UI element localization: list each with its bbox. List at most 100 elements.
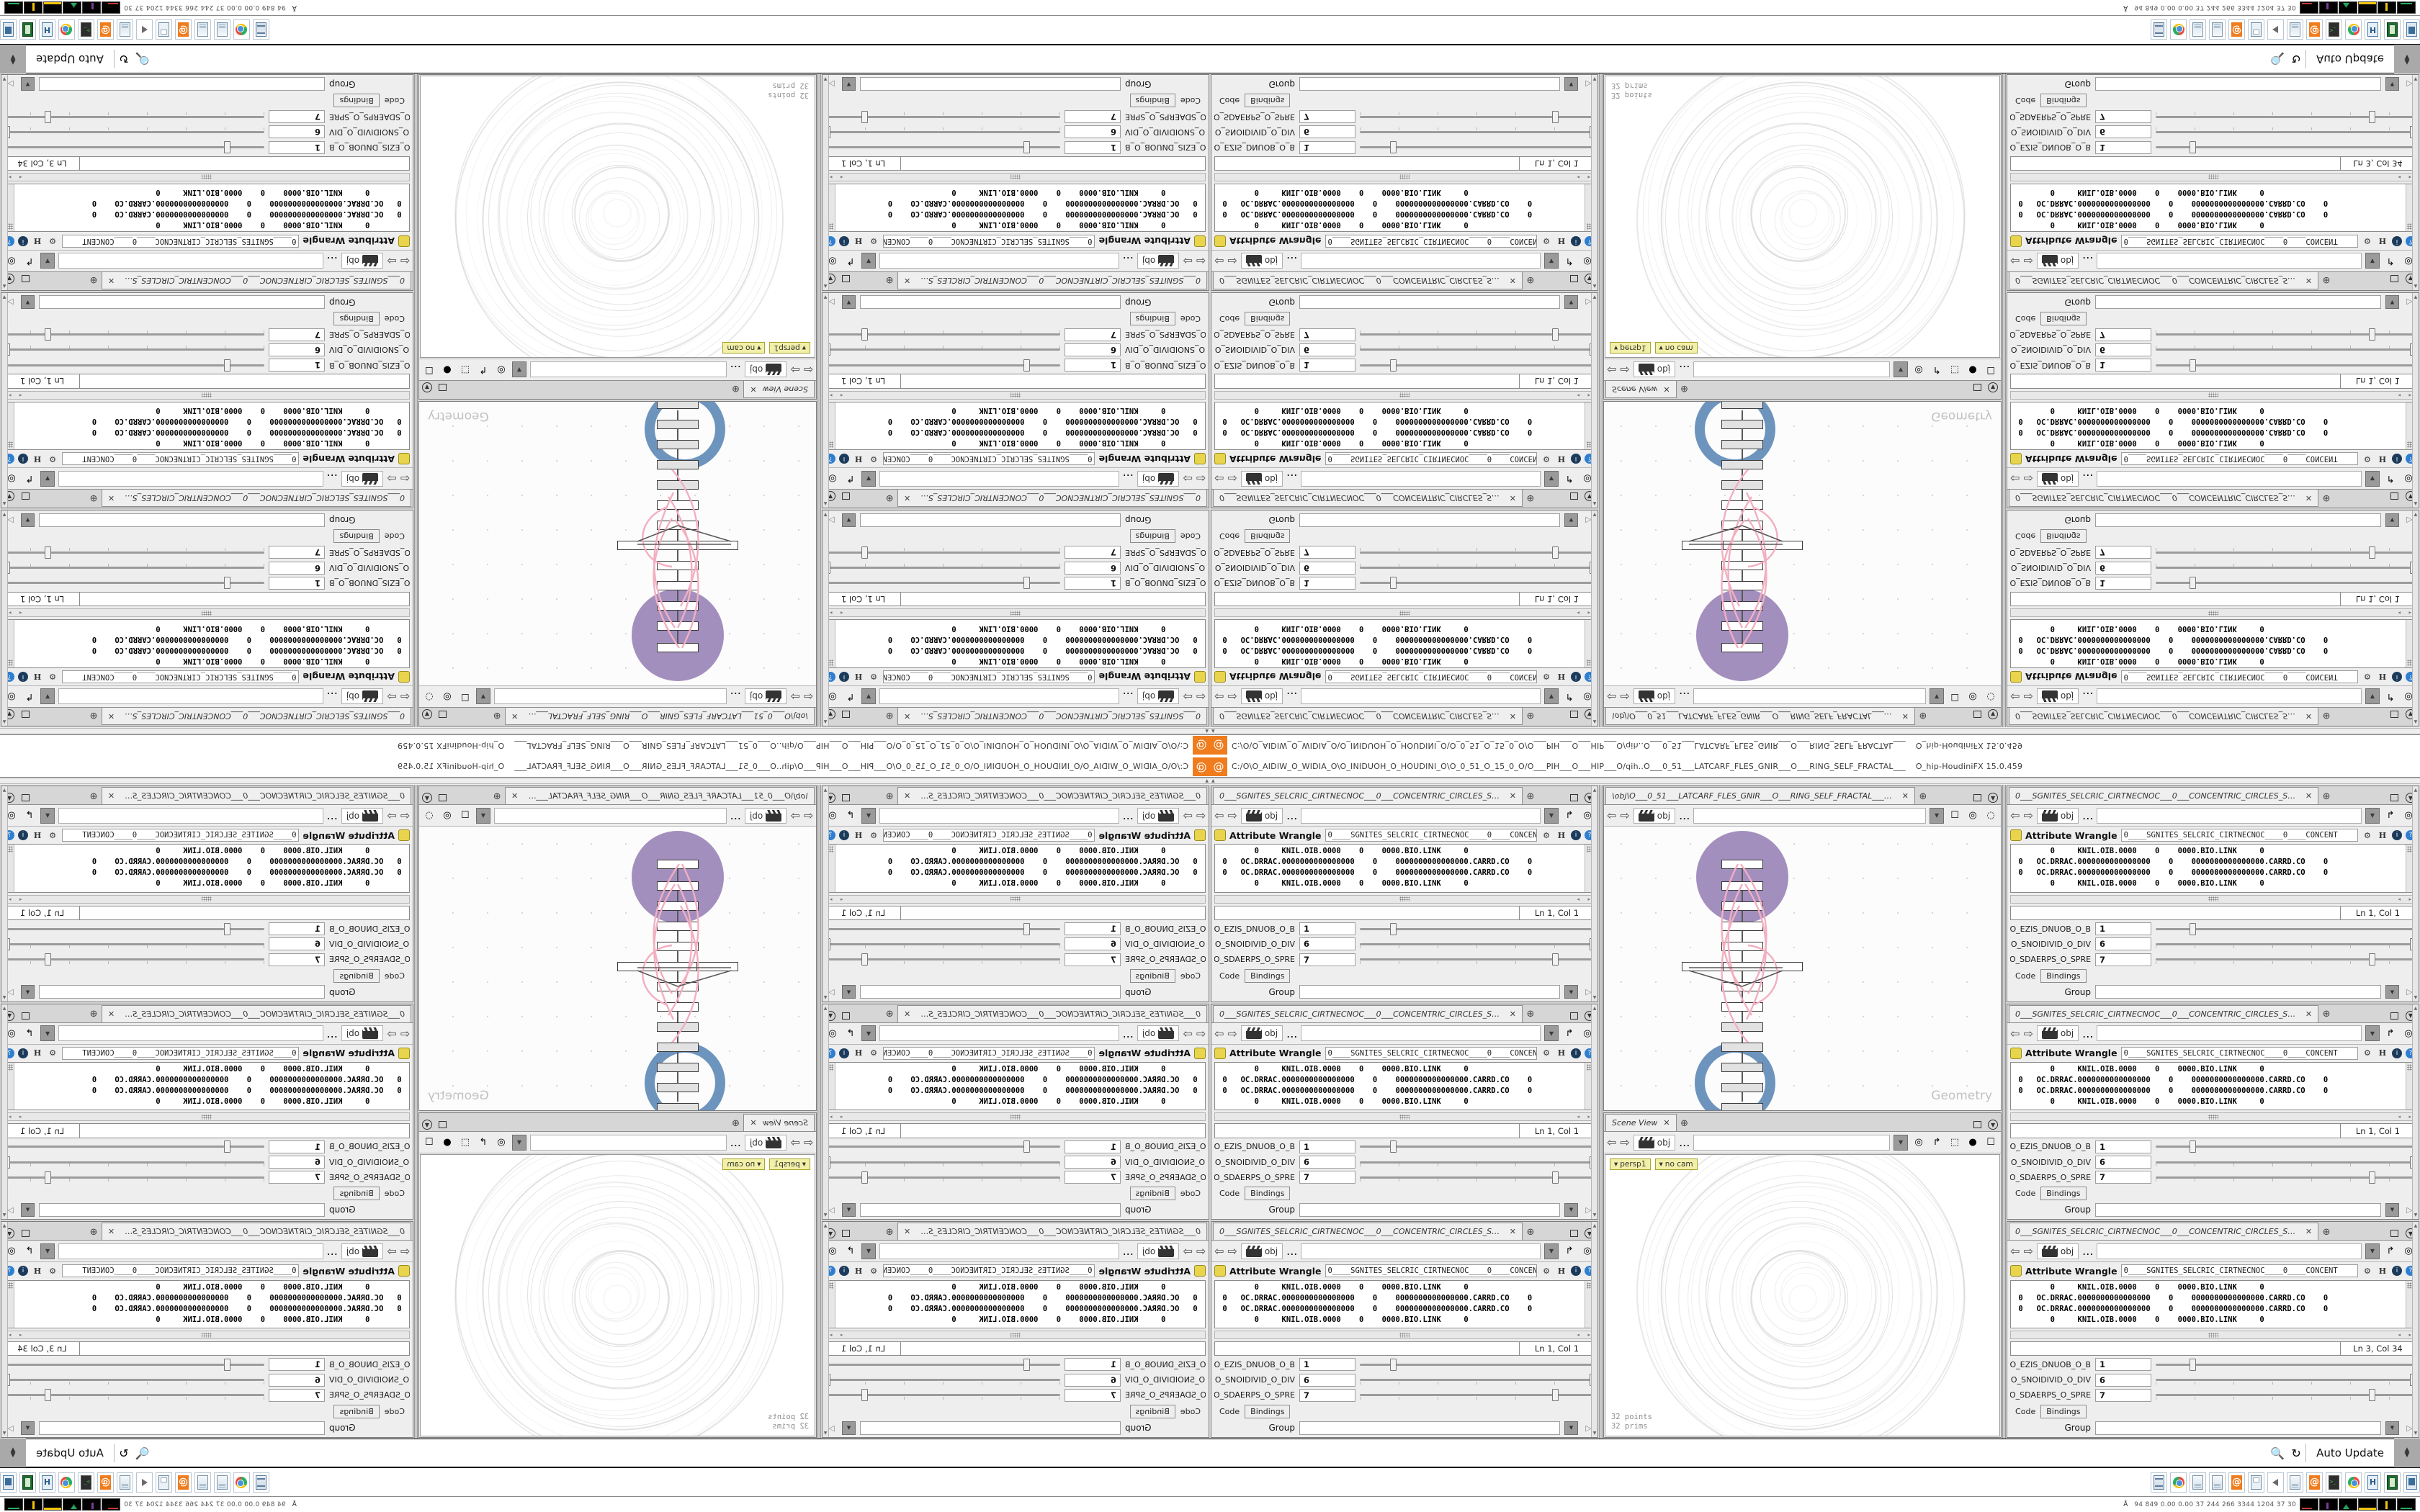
snap-icon[interactable]: ↱ — [1932, 364, 1941, 375]
node-name-input[interactable]: 0____SGNITES_SELCRIC_CIRTNECNOC____0____… — [883, 829, 1095, 842]
tab-bindings[interactable]: Bindings — [1245, 311, 1291, 325]
taskbar-button[interactable] — [214, 1472, 230, 1493]
add-tab-icon[interactable]: ⊕ — [493, 791, 501, 802]
parameter-value-input[interactable]: 1 — [268, 1358, 325, 1372]
chevron-down-icon[interactable]: ▼ — [421, 382, 432, 392]
node-name-input[interactable]: 0____SGNITES_SELCRIC_CIRTNECNOC____0____… — [1325, 670, 1537, 683]
obj-context-chip[interactable]: obj — [1137, 1025, 1180, 1042]
forward-icon[interactable]: ⇨ — [790, 363, 800, 377]
vex-code-text[interactable]: 0 KNIL.OIB.0000 0 0000.BIO.LINK 0 0 OC.D… — [887, 406, 1198, 448]
gear-icon[interactable]: ⚙ — [870, 672, 877, 682]
parameter-slider[interactable] — [825, 328, 1060, 341]
add-tab-icon[interactable]: ⊕ — [89, 791, 98, 802]
group-dropdown-icon[interactable]: ▼ — [842, 77, 856, 91]
pin-icon[interactable]: ↱ — [2386, 1246, 2395, 1257]
vex-code-editor[interactable]: 0 KNIL.OIB.0000 0 0000.BIO.LINK 0 0 OC.D… — [2010, 619, 2416, 668]
info-icon[interactable]: i — [2391, 454, 2402, 464]
group-dropdown-icon[interactable]: ▼ — [21, 513, 35, 527]
parameter-slider[interactable] — [1360, 1156, 1596, 1169]
info-icon[interactable]: i — [1571, 1048, 1581, 1058]
slider-handle[interactable] — [1551, 1389, 1559, 1402]
add-tab-icon[interactable]: ⊕ — [731, 383, 740, 395]
pane-tab-close-icon[interactable]: ✕ — [1509, 711, 1516, 721]
path-input[interactable] — [879, 1025, 1119, 1042]
parameter-slider[interactable] — [1360, 577, 1595, 590]
forward-icon[interactable]: ⇨ — [1620, 363, 1630, 377]
group-input[interactable] — [2095, 513, 2381, 527]
parameter-slider[interactable] — [4, 1358, 264, 1371]
group-input[interactable] — [1299, 1202, 1560, 1217]
viewport-nocam-badge[interactable]: ▾ no cam — [722, 1158, 766, 1170]
add-tab-icon[interactable]: ⊕ — [1526, 1226, 1535, 1238]
group-dropdown-icon[interactable]: ▼ — [2385, 513, 2399, 527]
info-icon[interactable]: i — [1571, 671, 1581, 682]
parameter-scrollbar[interactable]: ▲ ▼ — [823, 786, 829, 1002]
pane-maximize-icon[interactable] — [19, 490, 32, 503]
tab-bindings[interactable]: Bindings — [2040, 1187, 2087, 1201]
slider-handle[interactable] — [1389, 577, 1397, 590]
select-icon[interactable]: ☐ — [1986, 364, 1995, 375]
tab-code[interactable]: Code — [2015, 531, 2036, 541]
badge-caret-icon[interactable]: ▾ — [757, 343, 761, 352]
info-icon[interactable]: i — [18, 1266, 29, 1277]
snap-icon[interactable]: ↱ — [1932, 1137, 1941, 1148]
vex-code-editor[interactable]: 0 KNIL.OIB.0000 0 0000.BIO.LINK 0 0 OC.D… — [2010, 183, 2416, 233]
parameter-editor-pane[interactable]: 0___SGNITES_SELCRIC_CIRTNECNOC___0___CON… — [1211, 1003, 1598, 1220]
pane-maximize-icon[interactable] — [2388, 1227, 2401, 1240]
parameter-value-input[interactable]: 6 — [2095, 1156, 2152, 1169]
info-icon[interactable]: i — [2391, 1048, 2402, 1058]
taskbar-button[interactable] — [156, 1472, 172, 1493]
pane-tab[interactable]: 0___SGNITES_SELCRIC_CIRTNECNOC___0___CON… — [1213, 1223, 1523, 1241]
group-input[interactable] — [2095, 77, 2381, 91]
pane-maximize-icon[interactable] — [436, 791, 449, 804]
parameter-editor-pane[interactable]: 0___SGNITES_SELCRIC_CIRTNECNOC___0___CON… — [822, 292, 1209, 509]
parameter-value-input[interactable]: 6 — [268, 1156, 325, 1169]
forward-icon[interactable]: ⇨ — [1227, 1244, 1237, 1259]
gear-icon[interactable]: ⚙ — [49, 236, 56, 246]
viewport-nocam-badge[interactable]: ▾ no cam — [1654, 1158, 1698, 1170]
scroll-left-icon[interactable]: ◂ — [841, 174, 843, 180]
vex-code-editor[interactable]: 0 KNIL.OIB.0000 0 0000.BIO.LINK 0 0 OC.D… — [2010, 844, 2416, 893]
group-dropdown-icon[interactable]: ▼ — [1564, 295, 1578, 310]
pane-tab[interactable]: 0___SGNITES_SELCRIC_CIRTNECNOC___0___CON… — [1213, 490, 1523, 508]
column-splitter[interactable] — [817, 73, 821, 727]
pane-maximize-icon[interactable] — [436, 381, 449, 394]
scroll-right-icon[interactable]: ▸ — [2408, 896, 2411, 902]
scroll-left-icon[interactable]: ◂ — [841, 392, 843, 398]
parameter-editor-pane[interactable]: 0___SGNITES_SELCRIC_CIRTNECNOC___0___CON… — [1211, 510, 1598, 726]
graph-node[interactable] — [1721, 1002, 1763, 1012]
pane-menu-icon[interactable]: ▼ — [1986, 381, 1999, 394]
slider-handle[interactable] — [2368, 953, 2375, 966]
pane-tab[interactable]: 0___SGNITES_SELCRIC_CIRTNECNOC___0___CON… — [2009, 708, 2319, 725]
taskbar-button[interactable] — [2287, 1472, 2303, 1493]
network-graph[interactable]: Geometry — [418, 827, 817, 1110]
slider-handle[interactable] — [1023, 577, 1031, 590]
parameter-value-input[interactable]: 6 — [2095, 561, 2152, 575]
node-name-input[interactable]: 0____SGNITES_SELCRIC_CIRTNECNOC____0____… — [2120, 1264, 2358, 1278]
pane-maximize-icon[interactable] — [436, 708, 449, 721]
parameter-value-input[interactable]: 7 — [1065, 1388, 1121, 1402]
auto-update-label[interactable]: Auto Update — [36, 1446, 104, 1459]
parameter-scrollbar[interactable]: ▲ ▼ — [823, 292, 829, 508]
group-select-icon[interactable]: ▷ — [2406, 987, 2413, 997]
pane-maximize-icon[interactable] — [1567, 791, 1580, 804]
tab-bindings[interactable]: Bindings — [1129, 1405, 1175, 1419]
slider-handle[interactable] — [224, 359, 231, 372]
tab-bindings[interactable]: Bindings — [2040, 311, 2087, 325]
path-dropdown-icon[interactable]: ▼ — [861, 807, 876, 824]
scroll-left-icon[interactable]: ◂ — [1577, 896, 1579, 902]
parameter-value-input[interactable]: 1 — [1299, 576, 1355, 590]
pane-tab-close-icon[interactable]: ✕ — [904, 275, 911, 285]
parameter-slider[interactable] — [4, 141, 264, 154]
pane-tab[interactable]: 0___SGNITES_SELCRIC_CIRTNECNOC___0___CON… — [2009, 1004, 2319, 1022]
light-icon[interactable]: ● — [443, 364, 452, 375]
back-icon[interactable]: ⇦ — [400, 690, 410, 703]
node-name-input[interactable]: 0____SGNITES_SELCRIC_CIRTNECNOC____0____… — [1325, 829, 1537, 842]
badge-caret-icon[interactable]: ▾ — [802, 343, 807, 352]
info-icon[interactable]: i — [18, 1048, 29, 1058]
parameter-value-input[interactable]: 7 — [2095, 1388, 2152, 1402]
gear-icon[interactable]: ⚙ — [49, 1266, 56, 1276]
vex-code-editor[interactable]: 0 KNIL.OIB.0000 0 0000.BIO.LINK 0 0 OC.D… — [4, 1279, 410, 1329]
path-input[interactable] — [1301, 253, 1541, 269]
target-icon[interactable]: ◎ — [2404, 1246, 2413, 1257]
